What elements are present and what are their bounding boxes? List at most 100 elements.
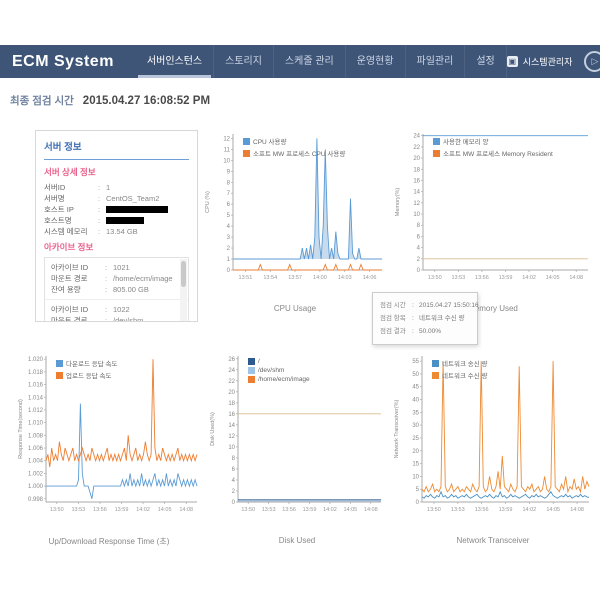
svg-text:13:53: 13:53: [71, 507, 85, 513]
hover-tooltip: 점검 시간 : 2015.04.27 15:50:16 점검 항목 : 네트워크…: [372, 292, 479, 345]
svg-text:40: 40: [412, 398, 419, 404]
svg-text:18: 18: [228, 401, 235, 407]
svg-text:14: 14: [228, 423, 235, 429]
nav-item-settings[interactable]: 설정: [465, 45, 507, 78]
svg-text:25: 25: [412, 436, 419, 442]
svg-text:12: 12: [228, 434, 235, 440]
tooltip-row: 점검 항목 : 네트워크 수신 량: [380, 312, 470, 325]
svg-text:20: 20: [412, 449, 419, 455]
svg-text:10: 10: [223, 158, 230, 164]
svg-text:13:50: 13:50: [50, 507, 64, 513]
response-time-title: Up/Download Response Time (초): [48, 537, 170, 546]
svg-text:5: 5: [416, 487, 420, 493]
tooltip-row: 점검 시간 : 2015.04.27 15:50:16: [380, 299, 479, 312]
archive-scrollbar-thumb[interactable]: [181, 261, 186, 287]
disk-used-plot[interactable]: 0 2 4 6 8 10 12 14 16 18 20 22 24 26 13:50 13:53 13:56 13…: [208, 348, 386, 523]
memory-used-plot[interactable]: 0 2 4 6 8 10 12 14 16 18 20 22 24 13:50 13:53 13:56 13:5…: [393, 126, 593, 291]
svg-text:14:05: 14:05: [158, 507, 172, 513]
svg-text:1.012: 1.012: [28, 408, 44, 414]
svg-text:13:53: 13:53: [451, 275, 465, 281]
server-id-row: 서버ID : 1: [44, 183, 111, 192]
legend-swatch: [248, 358, 255, 365]
svg-text:13:59: 13:59: [303, 507, 317, 513]
archive-card: 아카이브 ID : 1022 마운트 경로 : /dev/shm 잔여 용량 :…: [45, 300, 188, 321]
legend-item: 업로드 응답 속도: [56, 370, 117, 380]
panel-divider: [44, 159, 189, 160]
svg-text:13:57: 13:57: [288, 275, 302, 281]
svg-text:Disk Used(%): Disk Used(%): [210, 412, 216, 446]
svg-text:50: 50: [412, 372, 419, 378]
system-memory-value: 13.54 GB: [106, 227, 138, 236]
svg-text:9: 9: [227, 169, 231, 175]
legend-swatch: [433, 149, 440, 157]
navbar-right: ▣ 시스템관리자 ▷: [506, 51, 600, 72]
svg-text:6: 6: [227, 202, 231, 208]
legend-label: /: [258, 358, 260, 365]
legend-swatch: [243, 149, 250, 157]
user-account-label[interactable]: 시스템관리자: [522, 57, 573, 67]
svg-text:14:00: 14:00: [313, 275, 327, 281]
svg-text:0.998: 0.998: [28, 497, 44, 503]
server-details-title: 서버 상세 정보: [44, 167, 96, 177]
tooltip-check-result: 50.00%: [419, 328, 442, 335]
nav-item-schedule[interactable]: 스케줄 관리: [274, 45, 346, 78]
host-name-row: 호스트명 :: [44, 215, 189, 226]
response-time-plot[interactable]: 0.998 1.000 1.002 1.004 1.006 1.008 1.010 1.012…: [16, 348, 202, 523]
logout-button[interactable]: ▷: [584, 51, 600, 72]
svg-text:13:51: 13:51: [239, 275, 253, 281]
svg-text:1.002: 1.002: [28, 471, 44, 477]
svg-text:13:59: 13:59: [499, 275, 513, 281]
svg-text:14:08: 14:08: [364, 507, 378, 513]
legend-label: 네트워크 송신 량: [442, 361, 488, 368]
archive-path-value: /home/ecm/image: [113, 274, 173, 283]
chart-canvas: 0 5 10 15 20 25 30 35 40 45 50 55 13:50 13:53 13:56 13:…: [394, 356, 590, 513]
svg-text:14: 14: [413, 190, 420, 196]
svg-text:14:08: 14:08: [570, 507, 584, 513]
cpu-usage-plot[interactable]: 0 1 2 3 4 5 6 7 8 9 10 11 12 13:51 13:54 13:57 14:00 14:0…: [203, 126, 387, 291]
nav-item-server-instance[interactable]: 서버인스턴스: [136, 45, 215, 78]
svg-text:1.020: 1.020: [28, 357, 44, 363]
svg-text:2: 2: [417, 257, 421, 263]
tooltip-check-item: 네트워크 수신 량: [419, 315, 465, 322]
svg-text:13:56: 13:56: [475, 275, 489, 281]
legend-item: 소프트 MW 프로세스 Memory Resident: [433, 148, 553, 158]
svg-text:14:02: 14:02: [522, 507, 536, 513]
legend-label: 소프트 MW 프로세스 CPU 사용량: [253, 151, 346, 158]
chart-canvas: 0.998 1.000 1.002 1.004 1.006 1.008 1.010 1.012…: [18, 356, 198, 513]
svg-text:7: 7: [227, 191, 231, 197]
svg-text:24: 24: [413, 134, 420, 140]
svg-text:16: 16: [228, 412, 235, 418]
svg-text:13:53: 13:53: [262, 507, 276, 513]
nav-item-files[interactable]: 파일관리: [406, 45, 466, 78]
svg-text:2: 2: [232, 489, 236, 495]
svg-text:13:50: 13:50: [427, 507, 441, 513]
svg-text:1.016: 1.016: [28, 383, 44, 389]
svg-text:35: 35: [412, 410, 419, 416]
svg-text:22: 22: [228, 379, 235, 385]
svg-text:3: 3: [227, 235, 231, 241]
archive-id-value: 1021: [113, 263, 130, 272]
nav-item-operations[interactable]: 운영현황: [346, 45, 406, 78]
svg-text:1.010: 1.010: [28, 421, 44, 427]
svg-text:14:02: 14:02: [323, 507, 337, 513]
archive-info-title: 아카이브 정보: [44, 242, 94, 252]
archive-list[interactable]: 아카이브 ID : 1021 마운트 경로 : /home/ecm/image …: [44, 257, 189, 321]
chart-legend: 사용한 메모리 양 소프트 MW 프로세스 Memory Resident: [433, 136, 553, 158]
svg-text:12: 12: [413, 201, 420, 207]
svg-text:14:08: 14:08: [179, 507, 193, 513]
legend-label: 소프트 MW 프로세스 Memory Resident: [443, 151, 553, 158]
svg-text:14:05: 14:05: [546, 275, 560, 281]
network-transceiver-plot[interactable]: 0 5 10 15 20 25 30 35 40 45 50 55 13:50 13:53 13:56 13:…: [392, 348, 594, 523]
nav-item-storage[interactable]: 스토리지: [214, 45, 274, 78]
legend-label: /home/ecm/image: [258, 376, 310, 383]
svg-text:CPU (%): CPU (%): [205, 191, 211, 213]
legend-item: 네트워크 송신 량: [432, 358, 487, 368]
main-menu: 서버인스턴스 스토리지 스케줄 관리 운영현황 파일관리 설정: [136, 45, 507, 78]
svg-text:14:06: 14:06: [363, 275, 377, 281]
legend-swatch: [432, 371, 439, 379]
archive-scrollbar[interactable]: ▼: [180, 259, 187, 321]
svg-text:22: 22: [413, 145, 420, 151]
svg-text:0: 0: [416, 500, 420, 506]
